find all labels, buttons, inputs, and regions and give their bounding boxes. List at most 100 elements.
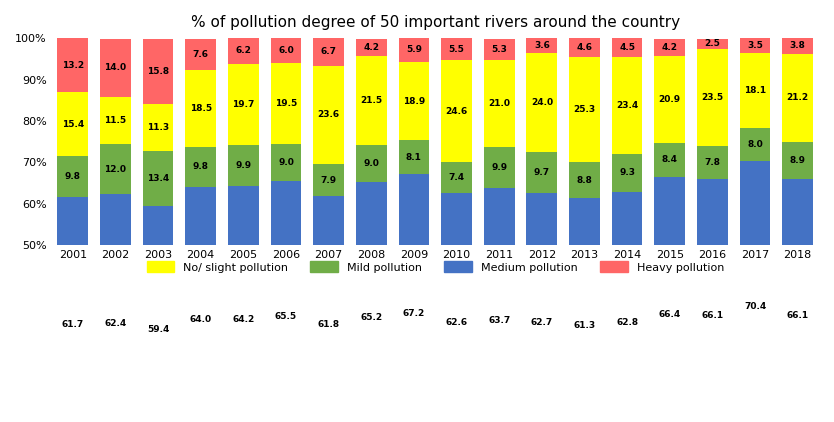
Bar	[228, 38, 259, 64]
Bar	[655, 177, 685, 422]
Text: 13.2: 13.2	[62, 60, 84, 70]
Text: 6.0: 6.0	[278, 46, 294, 55]
Text: 9.8: 9.8	[65, 172, 81, 181]
Text: 24.6: 24.6	[445, 107, 468, 116]
Text: 65.2: 65.2	[360, 313, 382, 322]
Bar	[569, 162, 600, 198]
Text: 62.6: 62.6	[445, 318, 468, 327]
Text: 6.2: 6.2	[235, 46, 251, 55]
Text: 15.8: 15.8	[147, 67, 169, 76]
Text: 18.9: 18.9	[403, 97, 425, 106]
Bar	[356, 182, 387, 422]
Text: 61.3: 61.3	[574, 321, 595, 330]
Text: 9.7: 9.7	[534, 168, 550, 177]
Text: 66.1: 66.1	[701, 311, 723, 320]
Text: 18.1: 18.1	[744, 86, 766, 95]
Bar	[58, 92, 88, 156]
Text: 5.3: 5.3	[491, 45, 507, 54]
Bar	[271, 38, 301, 63]
Text: 3.5: 3.5	[747, 41, 763, 50]
Bar	[612, 154, 642, 192]
Bar	[314, 164, 344, 196]
Text: 5.9: 5.9	[406, 46, 422, 54]
Bar	[441, 38, 472, 60]
Text: 15.4: 15.4	[62, 120, 84, 129]
Text: 6.7: 6.7	[320, 48, 337, 57]
Bar	[441, 60, 472, 162]
Text: 8.1: 8.1	[406, 153, 422, 162]
Bar	[526, 53, 557, 152]
Bar	[228, 64, 259, 146]
Bar	[655, 143, 685, 177]
Text: 21.5: 21.5	[360, 96, 382, 105]
Text: 62.7: 62.7	[530, 318, 553, 327]
Bar	[782, 38, 813, 54]
Text: 9.8: 9.8	[193, 162, 208, 171]
Bar	[655, 38, 685, 56]
Text: 19.5: 19.5	[275, 99, 297, 108]
Text: 7.6: 7.6	[193, 50, 208, 59]
Bar	[185, 147, 216, 187]
Text: 23.5: 23.5	[701, 93, 723, 102]
Text: 20.9: 20.9	[659, 95, 681, 104]
Bar	[271, 63, 301, 144]
Bar	[484, 60, 515, 147]
Text: 62.4: 62.4	[104, 319, 127, 327]
Text: 2.5: 2.5	[705, 39, 721, 48]
Text: 59.4: 59.4	[147, 325, 169, 334]
Bar	[399, 141, 430, 174]
Text: 11.3: 11.3	[147, 123, 169, 132]
Text: 8.0: 8.0	[747, 140, 763, 149]
Bar	[143, 38, 173, 104]
Bar	[58, 156, 88, 197]
Bar	[271, 144, 301, 181]
Text: 64.0: 64.0	[189, 315, 212, 325]
Text: 14.0: 14.0	[104, 63, 127, 72]
Text: 19.7: 19.7	[232, 100, 254, 109]
Text: 13.4: 13.4	[147, 174, 169, 183]
Text: 11.5: 11.5	[104, 116, 127, 125]
Text: 70.4: 70.4	[744, 302, 766, 311]
Text: 9.0: 9.0	[278, 158, 294, 167]
Bar	[484, 147, 515, 189]
Legend: No/ slight pollution, Mild pollution, Medium pollution, Heavy pollution: No/ slight pollution, Mild pollution, Me…	[142, 257, 728, 277]
Text: 8.9: 8.9	[790, 156, 806, 165]
Bar	[612, 192, 642, 422]
Bar	[484, 38, 515, 60]
Bar	[399, 38, 430, 62]
Text: 65.5: 65.5	[275, 312, 297, 321]
Bar	[740, 38, 771, 53]
Bar	[314, 196, 344, 422]
Text: 21.2: 21.2	[786, 93, 809, 102]
Bar	[58, 197, 88, 422]
Bar	[526, 38, 557, 53]
Bar	[100, 144, 131, 194]
Bar	[143, 151, 173, 206]
Text: 7.9: 7.9	[320, 176, 337, 184]
Text: 62.8: 62.8	[616, 318, 638, 327]
Text: 23.4: 23.4	[616, 101, 638, 110]
Bar	[782, 142, 813, 179]
Bar	[441, 193, 472, 422]
Bar	[143, 104, 173, 151]
Text: 3.8: 3.8	[790, 41, 806, 51]
Bar	[697, 38, 728, 49]
Text: 66.4: 66.4	[659, 310, 681, 319]
Bar	[612, 57, 642, 154]
Text: 7.8: 7.8	[705, 158, 721, 167]
Text: 4.2: 4.2	[661, 43, 678, 52]
Bar	[228, 187, 259, 422]
Bar	[356, 38, 387, 56]
Bar	[569, 57, 600, 162]
Text: 23.6: 23.6	[318, 110, 339, 119]
Text: 3.6: 3.6	[534, 41, 550, 50]
Bar	[100, 97, 131, 144]
Bar	[356, 145, 387, 182]
Text: 67.2: 67.2	[403, 309, 425, 318]
Bar	[740, 127, 771, 161]
Text: 12.0: 12.0	[104, 165, 127, 173]
Text: 63.7: 63.7	[488, 316, 510, 325]
Bar	[399, 62, 430, 141]
Bar	[58, 38, 88, 92]
Text: 61.7: 61.7	[62, 320, 84, 329]
